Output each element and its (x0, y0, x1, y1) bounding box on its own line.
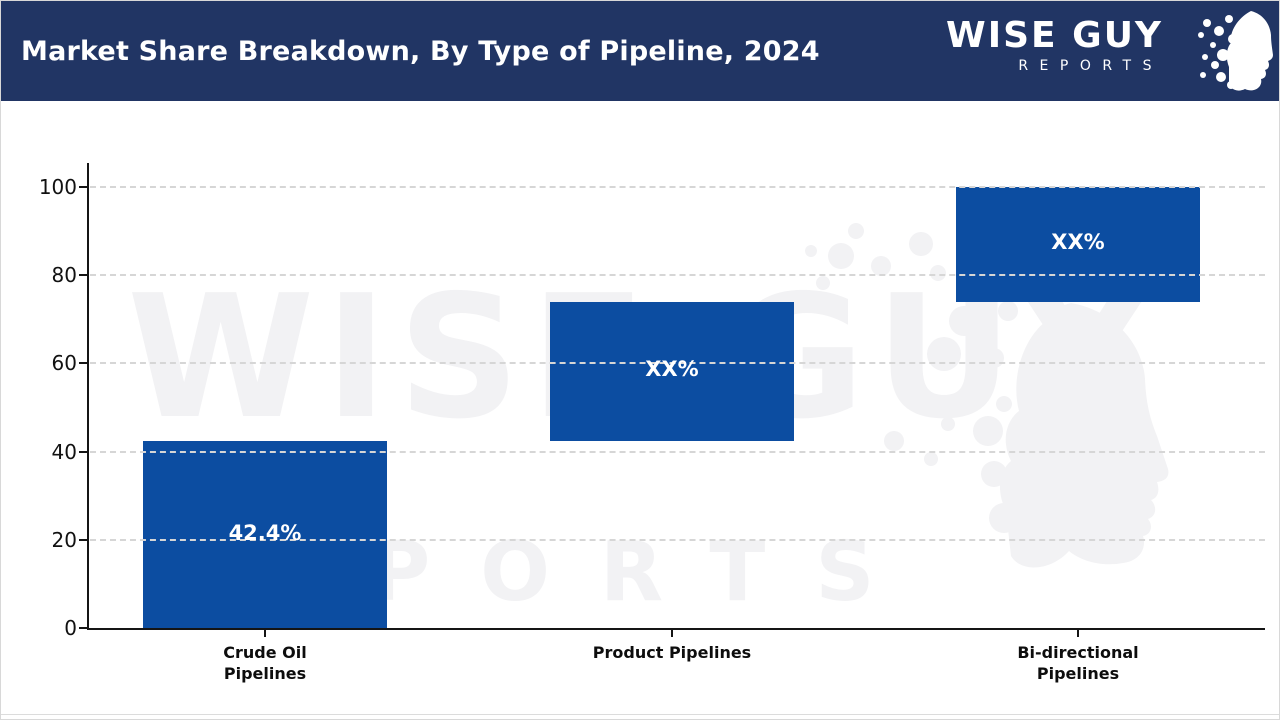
gridline (90, 538, 1265, 541)
y-tick-mark (79, 450, 87, 453)
y-tick-mark (79, 274, 87, 277)
y-tick-label: 80 (51, 263, 77, 288)
header-bar: Market Share Breakdown, By Type of Pipel… (1, 1, 1279, 101)
x-category-label: Bi-directional Pipelines (938, 642, 1218, 684)
y-tick-mark (79, 186, 87, 188)
gridline (90, 274, 1265, 277)
y-tick-label: 60 (51, 351, 77, 376)
bar-segment (143, 441, 387, 628)
x-tick-mark (264, 628, 266, 637)
x-axis-line (87, 628, 1265, 630)
gridline (90, 186, 1265, 188)
bar-value-label: 42.4% (228, 520, 302, 545)
x-category-label-line: Pipelines (1036, 664, 1120, 683)
x-tick-mark (1077, 628, 1079, 637)
x-category-label-line: Bi-directional (1017, 643, 1139, 662)
y-tick-label: 20 (51, 527, 77, 552)
page-title: Market Share Breakdown, By Type of Pipel… (21, 35, 820, 67)
y-tick-mark (79, 627, 87, 629)
x-category-label-line: Product Pipelines (592, 643, 752, 662)
bar-segment (550, 301, 794, 441)
brand-logo-tagline: REPORTS (1018, 58, 1163, 74)
x-category-label-line: Pipelines (223, 664, 307, 683)
y-tick-label: 0 (64, 616, 77, 640)
y-tick-label: 40 (51, 439, 77, 464)
bar-value-label: XX% (1051, 230, 1105, 255)
bar-segment (956, 187, 1200, 302)
x-category-label-line: Crude Oil (223, 643, 307, 662)
brand-head-icon (1198, 11, 1273, 91)
y-axis-line (87, 163, 89, 629)
y-tick-mark (79, 538, 87, 541)
x-category-label: Crude Oil Pipelines (125, 642, 405, 684)
gridline (90, 362, 1265, 365)
watermark-head-icon (805, 223, 1169, 568)
gridline (90, 450, 1265, 453)
x-tick-mark (671, 628, 673, 637)
brand-logo: WISE GUY REPORTS (945, 15, 1163, 75)
bar-value-label: XX% (645, 357, 699, 382)
x-category-label: Product Pipelines (532, 642, 812, 663)
footer-divider (1, 714, 1279, 715)
y-tick-label: 100 (38, 175, 77, 199)
y-tick-mark (79, 362, 87, 365)
brand-logo-name: WISE GUY (945, 15, 1163, 56)
